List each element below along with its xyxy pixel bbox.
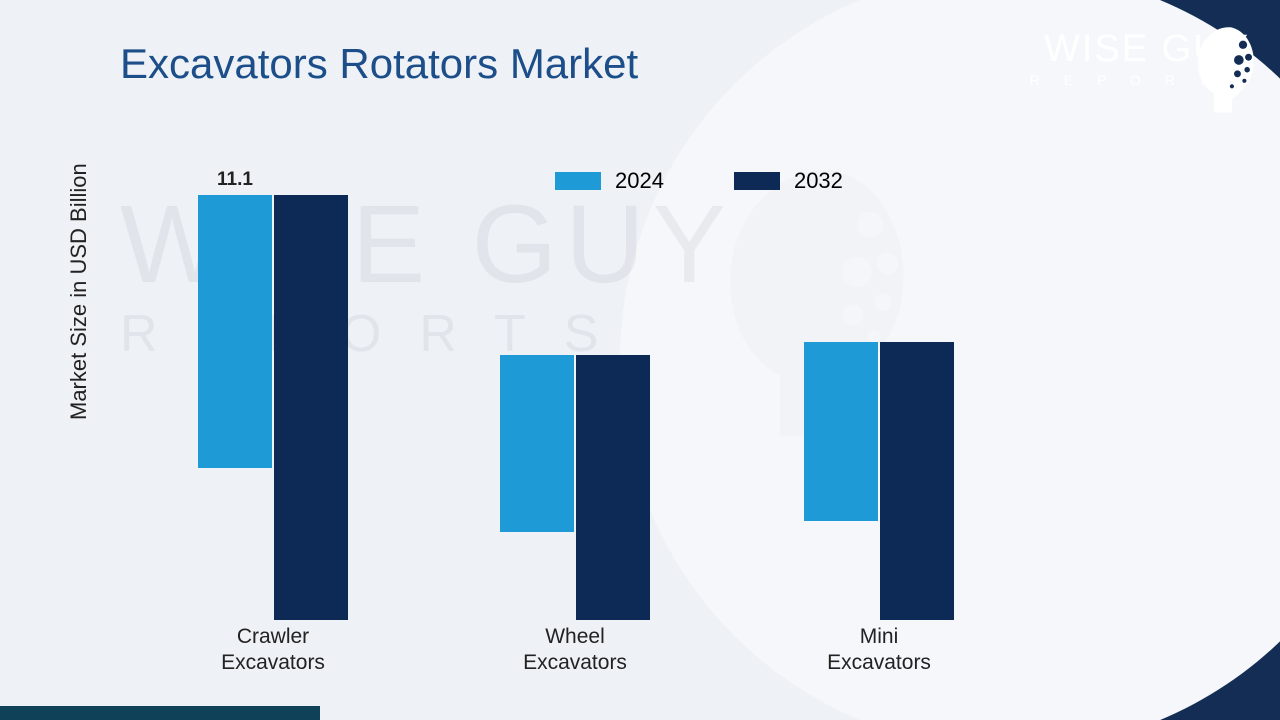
bar	[274, 195, 348, 620]
bar	[576, 355, 650, 620]
bar-chart: Market Size in USD Billion 11.1 CrawlerE…	[72, 180, 1012, 680]
bar	[804, 342, 878, 521]
legend-swatch-icon	[734, 172, 780, 190]
legend-label: 2024	[615, 168, 664, 194]
bar	[500, 355, 574, 532]
bottom-accent-strip	[0, 706, 320, 720]
y-axis-label: Market Size in USD Billion	[66, 163, 92, 420]
legend-label: 2032	[794, 168, 843, 194]
chart-title: Excavators Rotators Market	[120, 40, 638, 88]
logo-head-icon	[1190, 24, 1260, 114]
bar	[880, 342, 954, 620]
legend-swatch-icon	[555, 172, 601, 190]
bar-group: 11.1	[198, 195, 348, 620]
chart-legend: 2024 2032	[555, 168, 843, 194]
plot-area: 11.1	[120, 190, 1000, 620]
brand-logo: WISE GUY R E P O R T S	[1030, 30, 1250, 88]
bar-group	[500, 355, 650, 620]
legend-item: 2032	[734, 168, 843, 194]
x-axis-category-label: CrawlerExcavators	[183, 624, 363, 677]
legend-item: 2024	[555, 168, 664, 194]
bar-group	[804, 342, 954, 620]
x-axis-category-label: MiniExcavators	[789, 624, 969, 677]
bar: 11.1	[198, 195, 272, 468]
bar-value-label: 11.1	[217, 169, 253, 191]
chart-canvas: Excavators Rotators Market WISE GUY REPO…	[0, 0, 1280, 720]
x-axis-category-label: WheelExcavators	[485, 624, 665, 677]
